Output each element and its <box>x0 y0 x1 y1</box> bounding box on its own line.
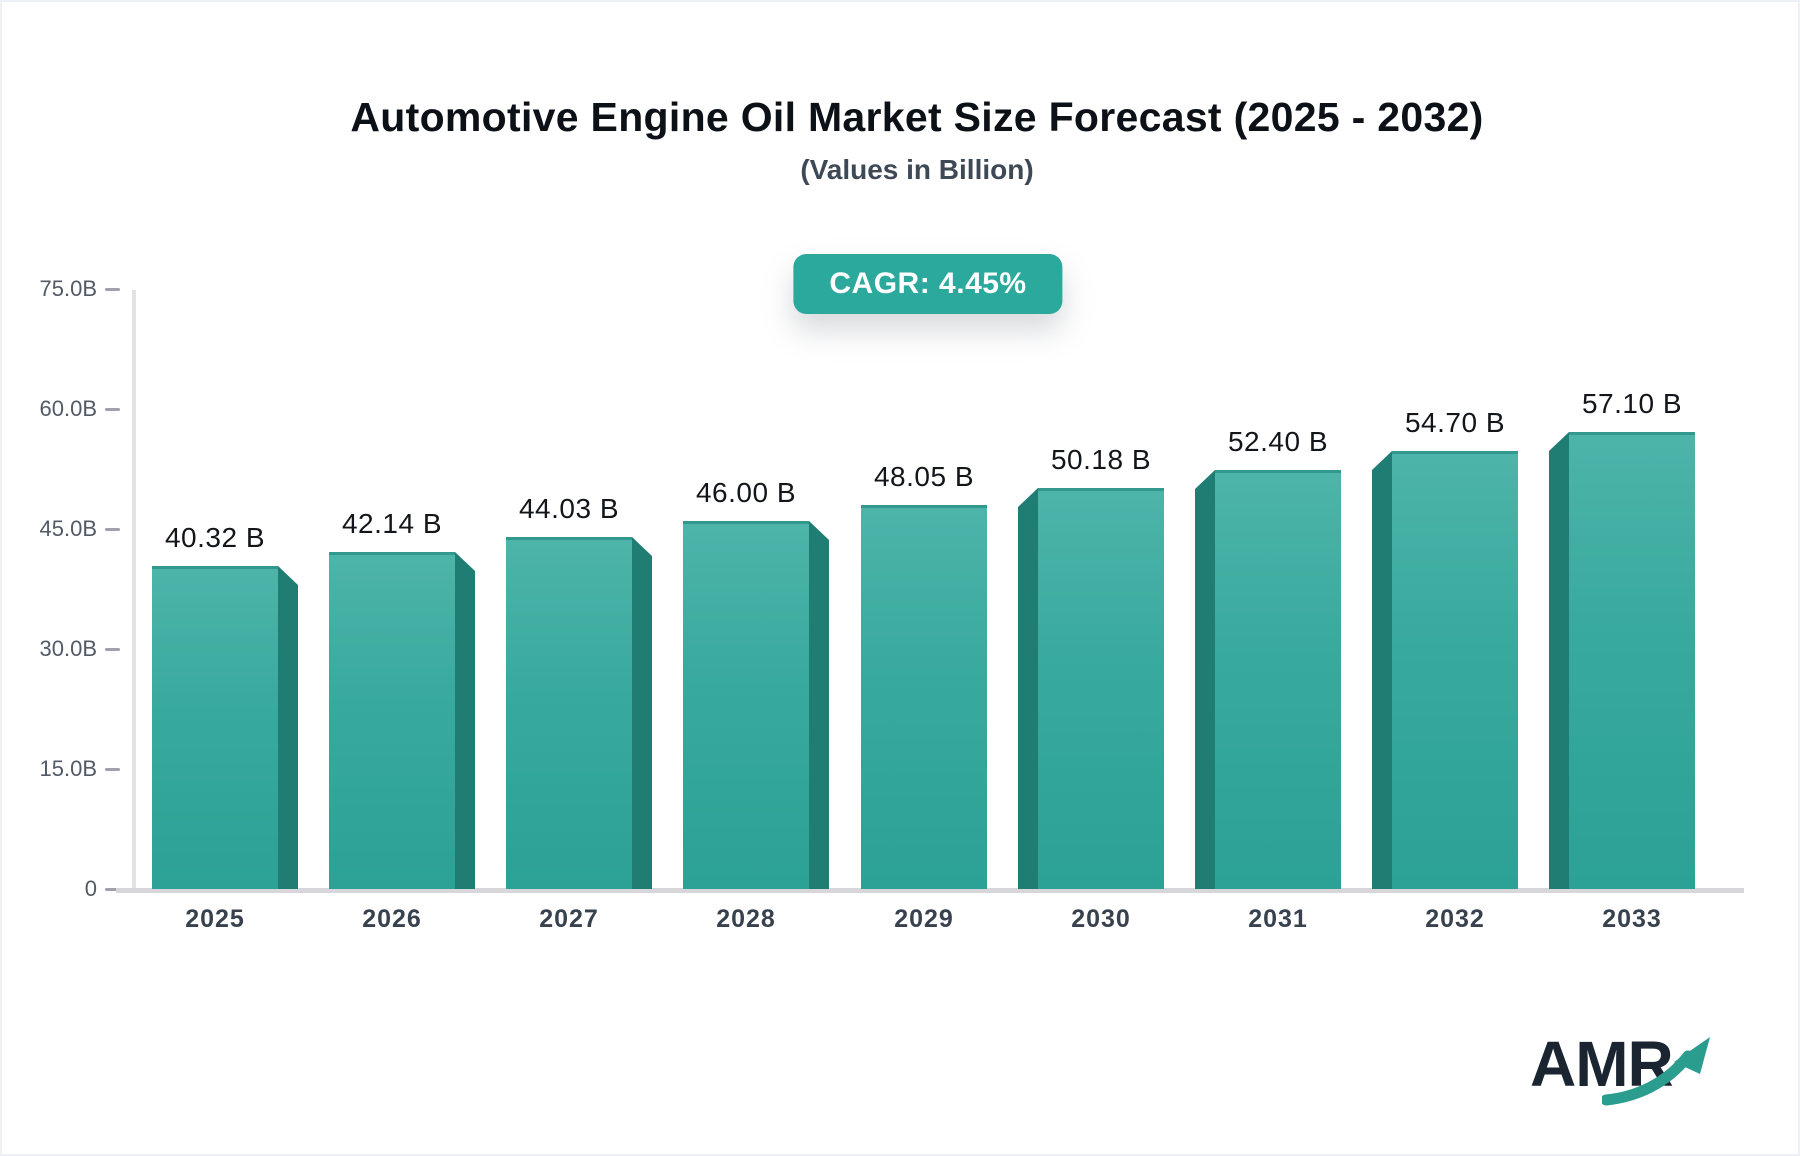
bar-2026-face <box>329 552 455 889</box>
x-axis-label: 2026 <box>362 905 422 933</box>
bar-2028-3d-side <box>809 521 829 889</box>
bar-value-label: 57.10 B <box>1581 388 1683 419</box>
bar-value-label: 46.00 B <box>695 477 797 508</box>
growth-arrow-icon <box>1602 1037 1710 1106</box>
bar-2030-3d-side <box>1018 488 1038 889</box>
bar-value-label: 52.40 B <box>1227 426 1329 457</box>
x-axis-label: 2027 <box>539 905 599 933</box>
bar-value-label: 44.03 B <box>518 493 620 524</box>
x-axis-label: 2025 <box>185 905 245 933</box>
bar-2027-3d-side <box>632 537 652 889</box>
y-axis-label: 30.0B <box>39 636 98 661</box>
y-axis-tick <box>105 528 120 531</box>
bar-2033-3d-side <box>1549 432 1569 889</box>
x-axis-label: 2031 <box>1248 905 1308 933</box>
x-axis-baseline <box>116 888 1744 893</box>
bar-2028-face <box>683 521 809 889</box>
bar-2025-face <box>152 566 278 889</box>
y-axis-label: 75.0B <box>39 276 98 301</box>
x-axis-label: 2033 <box>1602 905 1662 933</box>
x-axis-label: 2029 <box>894 905 954 933</box>
bar-2031-3d-side <box>1195 470 1215 889</box>
bar-value-label: 48.05 B <box>873 461 975 492</box>
bar-2029-face <box>861 505 987 889</box>
bar-2032-face <box>1392 451 1518 889</box>
y-axis-label: 0 <box>84 876 97 901</box>
bar-value-label: 40.32 B <box>164 522 266 553</box>
bar-value-label: 42.14 B <box>341 508 443 539</box>
bar-2026-3d-side <box>455 552 475 889</box>
bar-2033-face <box>1569 432 1695 889</box>
chart-subtitle: (Values in Billion) <box>800 154 1034 185</box>
cagr-badge: CAGR: 4.45% <box>793 254 1063 314</box>
bar-value-label: 54.70 B <box>1404 407 1506 438</box>
y-axis-tick <box>105 648 120 651</box>
x-axis-label: 2030 <box>1071 905 1131 933</box>
y-axis-tick <box>105 288 120 291</box>
y-axis-tick <box>105 408 120 411</box>
y-axis-tick <box>105 768 120 771</box>
bar-2032-3d-side <box>1372 451 1392 889</box>
y-axis-line <box>132 290 136 889</box>
chart-title: Automotive Engine Oil Market Size Foreca… <box>350 94 1484 140</box>
bar-2030-face <box>1038 488 1164 889</box>
bar-2027-face <box>506 537 632 889</box>
x-axis-label: 2032 <box>1425 905 1485 933</box>
bar-2025-3d-side <box>278 566 298 889</box>
y-axis-label: 45.0B <box>39 516 98 541</box>
x-axis-label: 2028 <box>716 905 776 933</box>
y-axis-label: 15.0B <box>39 756 98 781</box>
y-axis-label: 60.0B <box>39 396 98 421</box>
bar-2031-face <box>1215 470 1341 889</box>
bar-value-label: 50.18 B <box>1050 444 1152 475</box>
amr-logo: AMR <box>1530 1028 1720 1118</box>
y-axis-tick <box>105 888 120 891</box>
